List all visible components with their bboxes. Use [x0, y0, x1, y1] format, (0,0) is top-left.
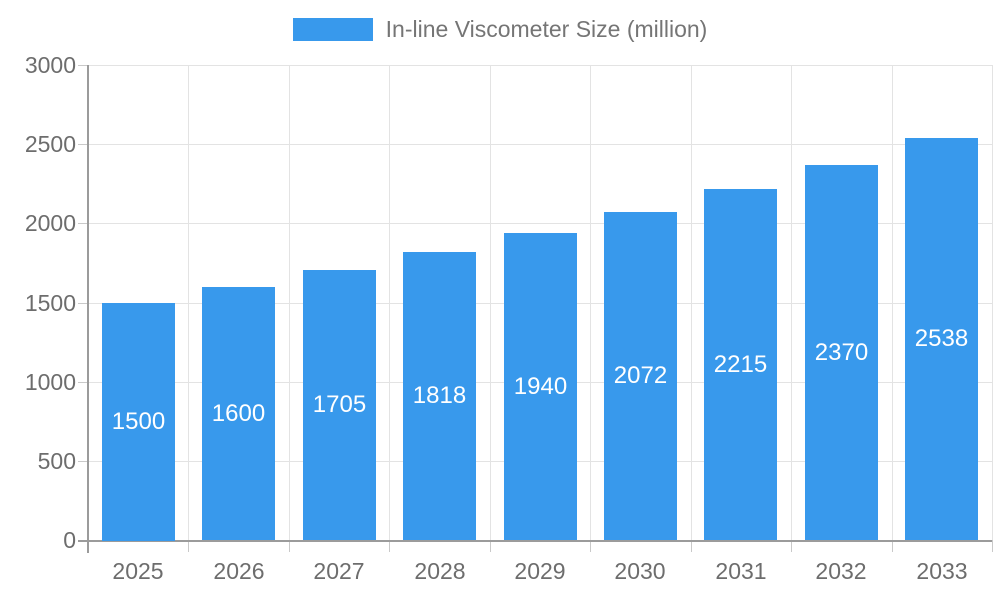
ytick-label-1000: 1000 [24, 369, 76, 395]
bar-value-label-2032: 2370 [814, 338, 869, 366]
xtick-label-2025: 2025 [112, 558, 164, 584]
xtick-mark-5 [590, 540, 591, 552]
xtick-label-2033: 2033 [916, 558, 968, 584]
gridline-x-8 [892, 65, 893, 540]
bar-2033[interactable]: 2538 [905, 138, 978, 540]
bar-value-label-2030: 2072 [613, 362, 668, 389]
gridline-x-3 [389, 65, 390, 540]
ytick-mark-1000 [78, 382, 88, 383]
xtick-mark-1 [188, 540, 189, 552]
bar-value-label-2028: 1818 [412, 382, 467, 409]
ytick-label-0: 0 [63, 527, 76, 553]
bar-value-label-2025: 1500 [111, 408, 166, 435]
ytick-mark-1500 [78, 303, 88, 304]
x-axis-line [78, 540, 992, 542]
bar-2026[interactable]: 1600 [202, 287, 275, 540]
xtick-label-2029: 2029 [514, 558, 566, 584]
ytick-mark-2000 [78, 223, 88, 224]
legend[interactable]: In-line Viscometer Size (million) [0, 18, 1000, 41]
ytick-label-2500: 2500 [24, 131, 76, 157]
xtick-label-2028: 2028 [414, 558, 466, 584]
xtick-label-2032: 2032 [815, 558, 867, 584]
gridline-y-2500 [88, 144, 992, 145]
bar-value-label-2029: 1940 [513, 372, 568, 400]
legend-label: In-line Viscometer Size (million) [385, 16, 708, 42]
gridline-x-7 [791, 65, 792, 540]
xtick-label-2031: 2031 [715, 558, 767, 584]
bar-2032[interactable]: 2370 [805, 165, 878, 540]
ytick-label-1500: 1500 [24, 290, 76, 316]
gridline-x-5 [590, 65, 591, 540]
gridline-x-9 [992, 65, 993, 540]
gridline-y-2000 [88, 223, 992, 224]
bar-2031[interactable]: 2215 [704, 189, 777, 540]
gridline-x-4 [490, 65, 491, 540]
gridline-x-6 [691, 65, 692, 540]
gridline-x-2 [289, 65, 290, 540]
ytick-mark-2500 [78, 144, 88, 145]
xtick-label-2027: 2027 [313, 558, 365, 584]
xtick-label-2030: 2030 [614, 558, 666, 584]
bar-2030[interactable]: 2072 [604, 212, 677, 540]
xtick-mark-3 [389, 540, 390, 552]
gridline-y-3000 [88, 65, 992, 66]
y-axis-line [87, 65, 89, 553]
xtick-mark-7 [791, 540, 792, 552]
gridline-x-1 [188, 65, 189, 540]
bar-value-label-2031: 2215 [713, 350, 768, 378]
ytick-mark-3000 [78, 65, 88, 66]
xtick-mark-8 [892, 540, 893, 552]
ytick-label-2000: 2000 [24, 210, 76, 236]
bar-2029[interactable]: 1940 [504, 233, 577, 540]
xtick-label-2026: 2026 [213, 558, 265, 584]
ytick-mark-500 [78, 461, 88, 462]
xtick-mark-6 [691, 540, 692, 552]
bar-value-label-2026: 1600 [211, 399, 266, 427]
xtick-mark-4 [490, 540, 491, 552]
bar-value-label-2027: 1705 [312, 391, 367, 418]
xtick-mark-9 [992, 540, 993, 552]
xtick-mark-2 [289, 540, 290, 552]
legend-swatch[interactable] [292, 18, 373, 41]
bar-2027[interactable]: 1705 [303, 270, 376, 540]
bar-2028[interactable]: 1818 [403, 252, 476, 540]
bar-2025[interactable]: 1500 [102, 303, 175, 541]
ytick-label-500: 500 [37, 448, 76, 474]
bar-value-label-2033: 2538 [914, 325, 969, 352]
ytick-label-3000: 3000 [24, 52, 76, 78]
